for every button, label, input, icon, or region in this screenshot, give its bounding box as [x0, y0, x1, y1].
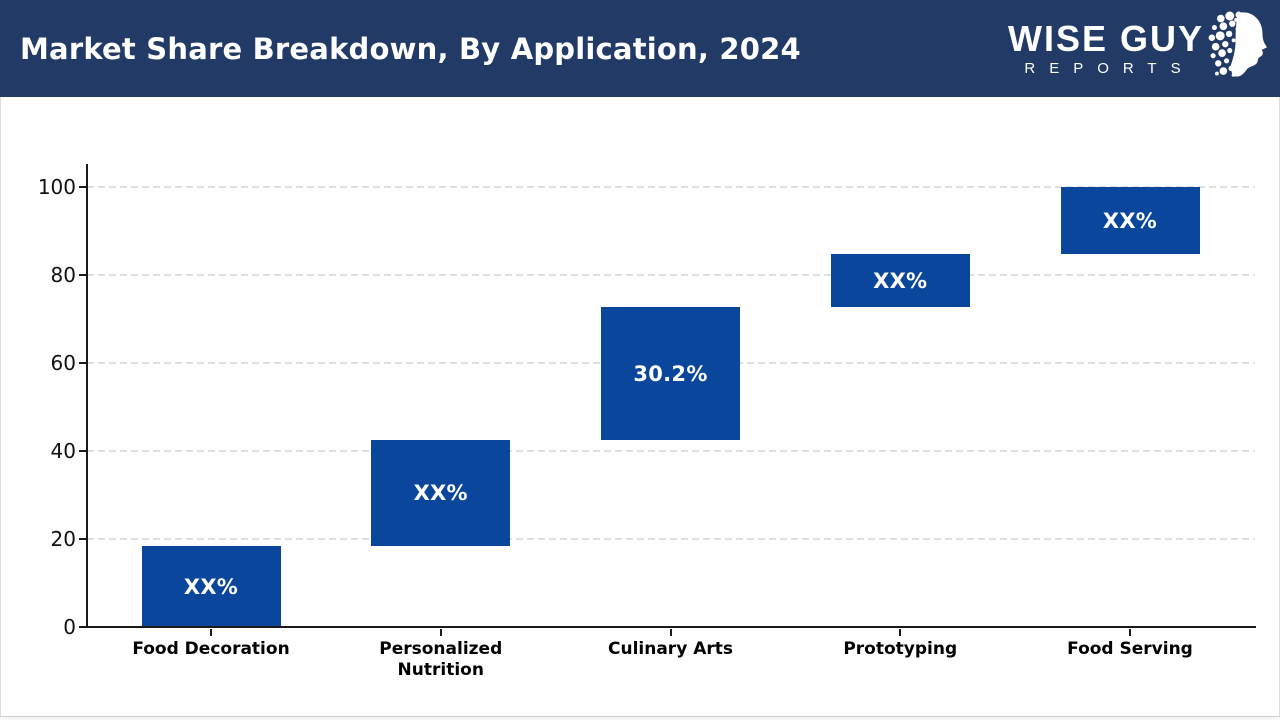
header-bar: Market Share Breakdown, By Application, …: [0, 0, 1280, 97]
gridline: [87, 450, 1255, 452]
bottom-border: [0, 716, 1280, 720]
x-tick-mark: [899, 629, 902, 636]
bar-value-label: XX%: [183, 574, 239, 599]
brand-name: WISE GUY: [1007, 18, 1204, 59]
y-axis-line: [86, 164, 88, 628]
x-tick-mark: [669, 629, 672, 636]
bar-value-label: XX%: [1102, 208, 1158, 233]
brand-text: WISE GUY REPORTS: [1008, 19, 1204, 77]
y-tick-mark: [79, 274, 87, 276]
gridline: [87, 538, 1255, 540]
bar-segment: XX%: [1060, 187, 1200, 255]
x-axis-line: [86, 626, 1256, 628]
x-tick-label: Food Serving: [1067, 639, 1193, 659]
bar-value-label: 30.2%: [633, 361, 708, 386]
y-tick-mark: [79, 362, 87, 364]
x-tick-label: Food Decoration: [132, 639, 290, 659]
y-tick-mark: [79, 450, 87, 452]
x-tick-mark: [210, 629, 212, 636]
bar-segment: 30.2%: [601, 307, 740, 440]
x-tick-mark: [1129, 629, 1131, 636]
y-tick-label: 60: [50, 351, 76, 375]
bar-segment: XX%: [371, 440, 511, 547]
y-tick-label: 20: [50, 527, 76, 551]
y-tick-mark: [79, 626, 87, 628]
x-tick-label: Prototyping: [843, 639, 958, 659]
y-tick-label: 80: [50, 263, 76, 287]
brand-subtitle: REPORTS: [1024, 60, 1195, 77]
bar-segment: XX%: [830, 254, 970, 308]
bar-segment: XX%: [141, 546, 281, 627]
bar-value-label: XX%: [413, 481, 468, 506]
y-tick-label: 40: [50, 439, 76, 463]
brand-head-profile-icon: [1208, 11, 1267, 77]
x-tick-mark: [439, 629, 442, 636]
x-tick-label: Personalized Nutrition: [379, 639, 503, 680]
gridline: [87, 186, 1255, 188]
y-tick-mark: [79, 186, 87, 188]
x-tick-label: Culinary Arts: [608, 639, 733, 659]
y-tick-label: 100: [37, 175, 76, 199]
brand-logo: WISE GUY REPORTS: [1008, 5, 1272, 91]
gridline: [87, 274, 1255, 276]
y-tick-mark: [79, 538, 87, 540]
y-tick-label: 0: [63, 615, 76, 639]
chart-title: Market Share Breakdown, By Application, …: [20, 31, 801, 66]
bar-value-label: XX%: [873, 268, 928, 293]
